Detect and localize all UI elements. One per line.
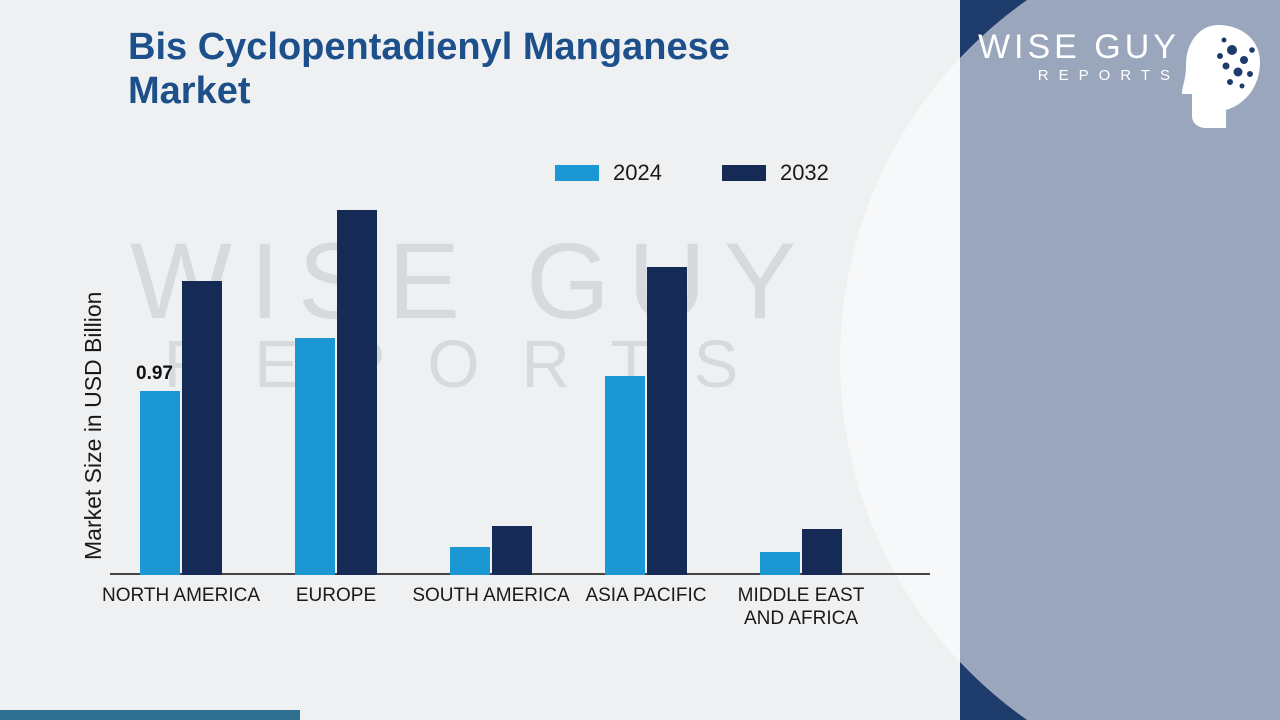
legend-item-2032: 2032 <box>722 160 829 186</box>
brand-head-icon <box>1180 20 1270 130</box>
brand-logo-line2: REPORTS <box>978 67 1180 84</box>
bar-chart: 0.97 <box>110 195 930 575</box>
page-title: Bis Cyclopentadienyl Manganese Market <box>128 26 768 113</box>
bar-value-label: 0.97 <box>136 363 173 385</box>
bar-2032 <box>802 529 842 575</box>
x-tick-label: EUROPE <box>256 585 416 608</box>
bar-2024 <box>140 391 180 575</box>
legend-swatch-2032 <box>722 165 766 181</box>
bar-2032 <box>647 267 687 575</box>
bar-2032 <box>492 526 532 575</box>
bar-2024 <box>295 338 335 576</box>
bar-2032 <box>337 210 377 575</box>
canvas: WISE GUY REPORTS Bis Cyclopentadienyl Ma… <box>0 0 1280 720</box>
y-axis-label: Market Size in USD Billion <box>80 292 107 560</box>
legend: 2024 2032 <box>555 160 829 186</box>
legend-label-2024: 2024 <box>613 160 662 186</box>
brand-logo-line1: WISE GUY <box>978 28 1180 67</box>
bar-2024 <box>605 376 645 576</box>
legend-label-2032: 2032 <box>780 160 829 186</box>
bar-2024 <box>760 552 800 575</box>
legend-swatch-2024 <box>555 165 599 181</box>
x-tick-label: SOUTH AMERICA <box>411 585 571 608</box>
x-tick-label: ASIA PACIFIC <box>566 585 726 608</box>
bottom-accent-bar <box>0 710 300 720</box>
brand-logo: WISE GUY REPORTS <box>978 28 1180 84</box>
bar-2024 <box>450 547 490 576</box>
x-tick-label: MIDDLE EAST AND AFRICA <box>721 585 881 631</box>
legend-item-2024: 2024 <box>555 160 662 186</box>
x-tick-label: NORTH AMERICA <box>101 585 261 608</box>
bar-2032 <box>182 281 222 576</box>
